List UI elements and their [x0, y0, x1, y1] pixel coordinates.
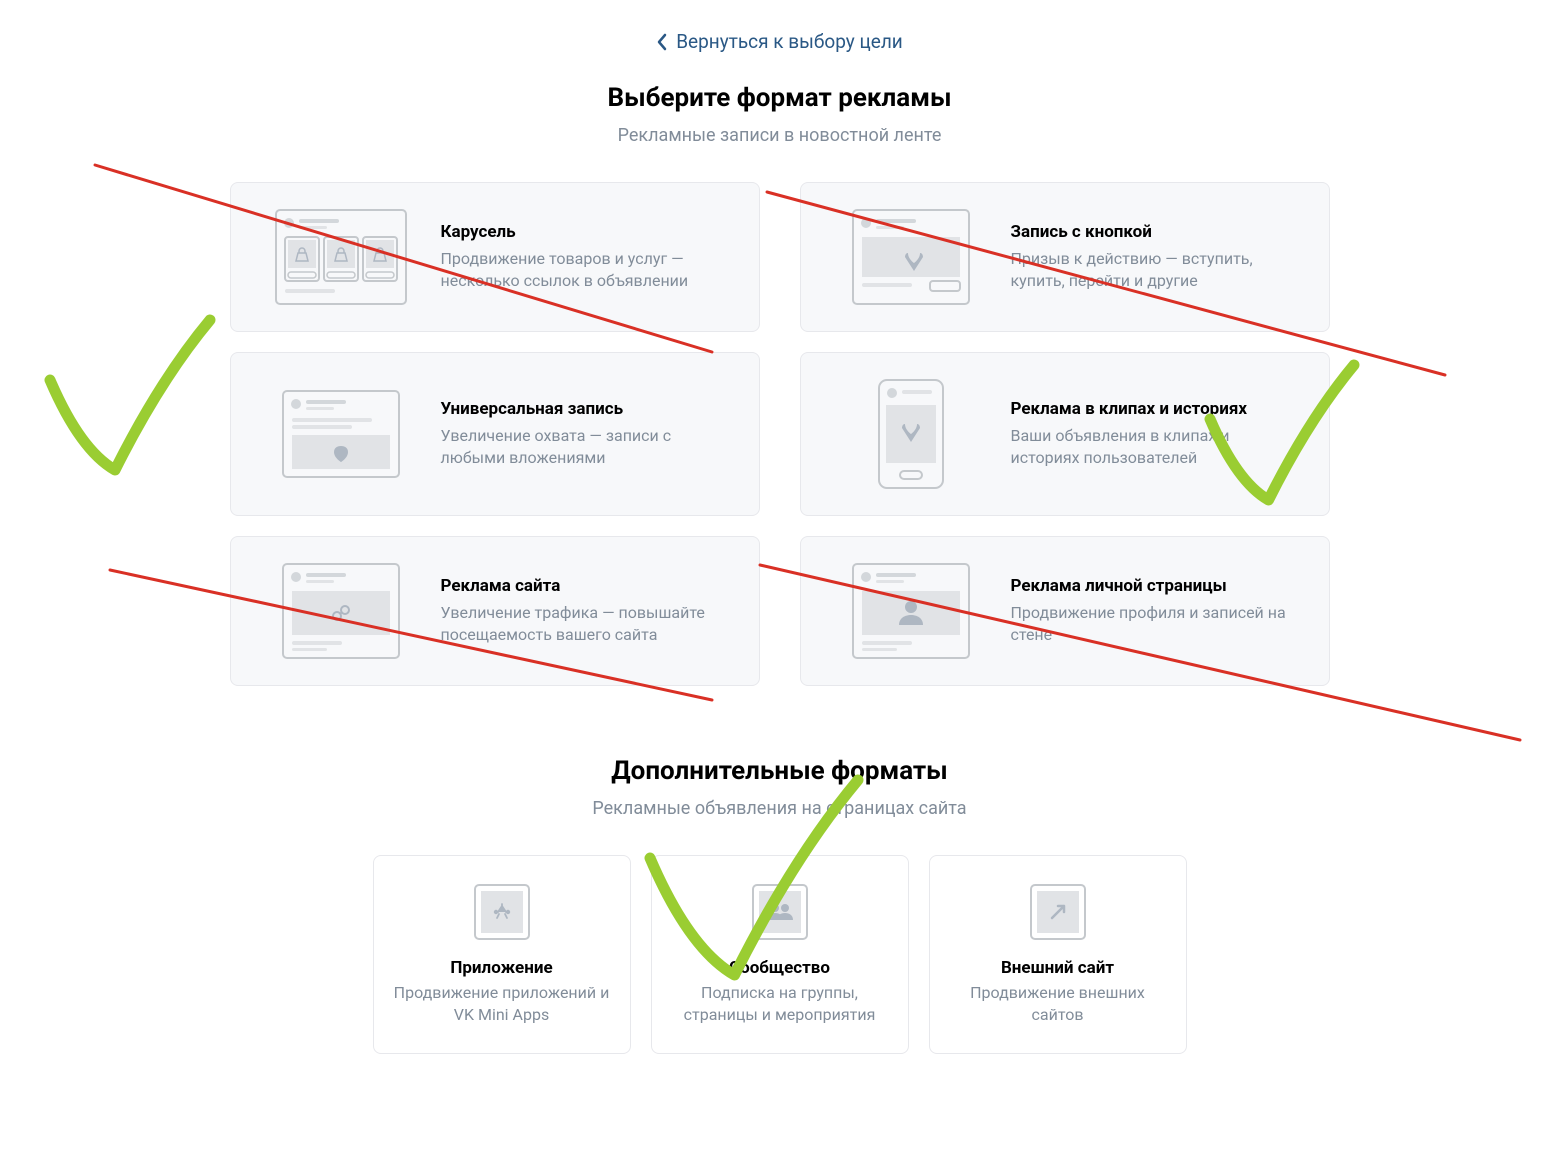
card-desc: Призыв к действию — вступить, купить, пе…: [1011, 248, 1299, 291]
card-desc: Продвижение профиля и записей на стене: [1011, 602, 1299, 645]
card-title: Карусель: [441, 222, 729, 242]
card-desc: Продвижение товаров и услуг — несколько …: [441, 248, 729, 291]
card-title: Реклама личной страницы: [1011, 576, 1299, 596]
card-title: Универсальная запись: [441, 399, 729, 419]
section2-subtitle: Рекламные объявления на страницах сайта: [0, 798, 1559, 819]
personal-page-icon: [841, 563, 981, 659]
format-card-carousel[interactable]: Карусель Продвижение товаров и услуг — н…: [230, 182, 760, 332]
carousel-icon: [271, 209, 411, 305]
back-link[interactable]: Вернуться к выбору цели: [0, 30, 1559, 53]
card-title: Сообщество: [672, 958, 888, 978]
button-post-icon: [841, 209, 981, 305]
card-title: Приложение: [394, 958, 610, 978]
card-title: Реклама в клипах и историях: [1011, 399, 1299, 419]
card-title: Запись с кнопкой: [1011, 222, 1299, 242]
card-desc: Увеличение трафика — повышайте посещаемо…: [441, 602, 729, 645]
universal-icon: [271, 390, 411, 478]
format-grid: Карусель Продвижение товаров и услуг — н…: [230, 182, 1330, 686]
additional-format-grid: Приложение Продвижение приложений и VK M…: [0, 855, 1559, 1054]
section1-subtitle: Рекламные записи в новостной ленте: [0, 125, 1559, 146]
app-icon: [394, 884, 610, 940]
clips-icon: [841, 379, 981, 489]
format-card-site-ad[interactable]: Реклама сайта Увеличение трафика — повыш…: [230, 536, 760, 686]
external-site-icon: [950, 884, 1166, 940]
page-root: Вернуться к выбору цели Выберите формат …: [0, 0, 1559, 1054]
format-card-universal[interactable]: Универсальная запись Увеличение охвата —…: [230, 352, 760, 516]
card-title: Реклама сайта: [441, 576, 729, 596]
format-card-community[interactable]: Сообщество Подписка на группы, страницы …: [651, 855, 909, 1054]
card-desc: Увеличение охвата — записи с любыми влож…: [441, 425, 729, 468]
chevron-left-icon: [656, 33, 668, 51]
card-desc: Ваши объявления в клипах и историях поль…: [1011, 425, 1299, 468]
format-card-personal-page[interactable]: Реклама личной страницы Продвижение проф…: [800, 536, 1330, 686]
back-link-label: Вернуться к выбору цели: [676, 30, 903, 53]
section1-title: Выберите формат рекламы: [0, 83, 1559, 113]
format-card-button-post[interactable]: Запись с кнопкой Призыв к действию — вст…: [800, 182, 1330, 332]
format-card-external-site[interactable]: Внешний сайт Продвижение внешних сайтов: [929, 855, 1187, 1054]
card-desc: Продвижение приложений и VK Mini Apps: [394, 982, 610, 1025]
format-card-clips[interactable]: Реклама в клипах и историях Ваши объявле…: [800, 352, 1330, 516]
site-ad-icon: [271, 563, 411, 659]
card-desc: Подписка на группы, страницы и мероприят…: [672, 982, 888, 1025]
community-icon: [672, 884, 888, 940]
card-desc: Продвижение внешних сайтов: [950, 982, 1166, 1025]
card-title: Внешний сайт: [950, 958, 1166, 978]
format-card-app[interactable]: Приложение Продвижение приложений и VK M…: [373, 855, 631, 1054]
section2-title: Дополнительные форматы: [0, 756, 1559, 786]
